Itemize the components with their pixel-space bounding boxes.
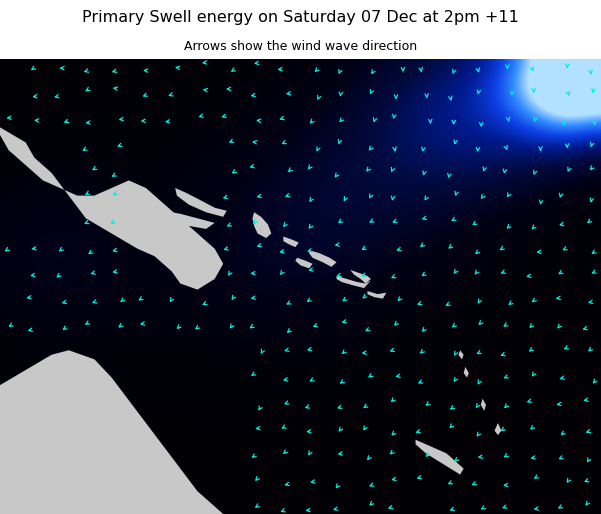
Polygon shape: [459, 350, 463, 359]
Polygon shape: [0, 350, 223, 514]
Polygon shape: [309, 250, 337, 267]
Polygon shape: [0, 59, 223, 289]
Polygon shape: [295, 258, 313, 268]
Polygon shape: [252, 212, 271, 238]
Polygon shape: [495, 423, 501, 435]
Polygon shape: [415, 439, 463, 474]
Polygon shape: [463, 367, 469, 377]
Polygon shape: [283, 236, 299, 247]
Polygon shape: [337, 276, 371, 288]
Polygon shape: [481, 399, 486, 411]
Polygon shape: [350, 270, 371, 284]
Text: Arrows show the wind wave direction: Arrows show the wind wave direction: [184, 40, 417, 52]
Polygon shape: [367, 291, 386, 299]
Polygon shape: [175, 188, 227, 217]
Text: Primary Swell energy on Saturday 07 Dec at 2pm +11: Primary Swell energy on Saturday 07 Dec …: [82, 10, 519, 25]
Polygon shape: [146, 211, 215, 229]
